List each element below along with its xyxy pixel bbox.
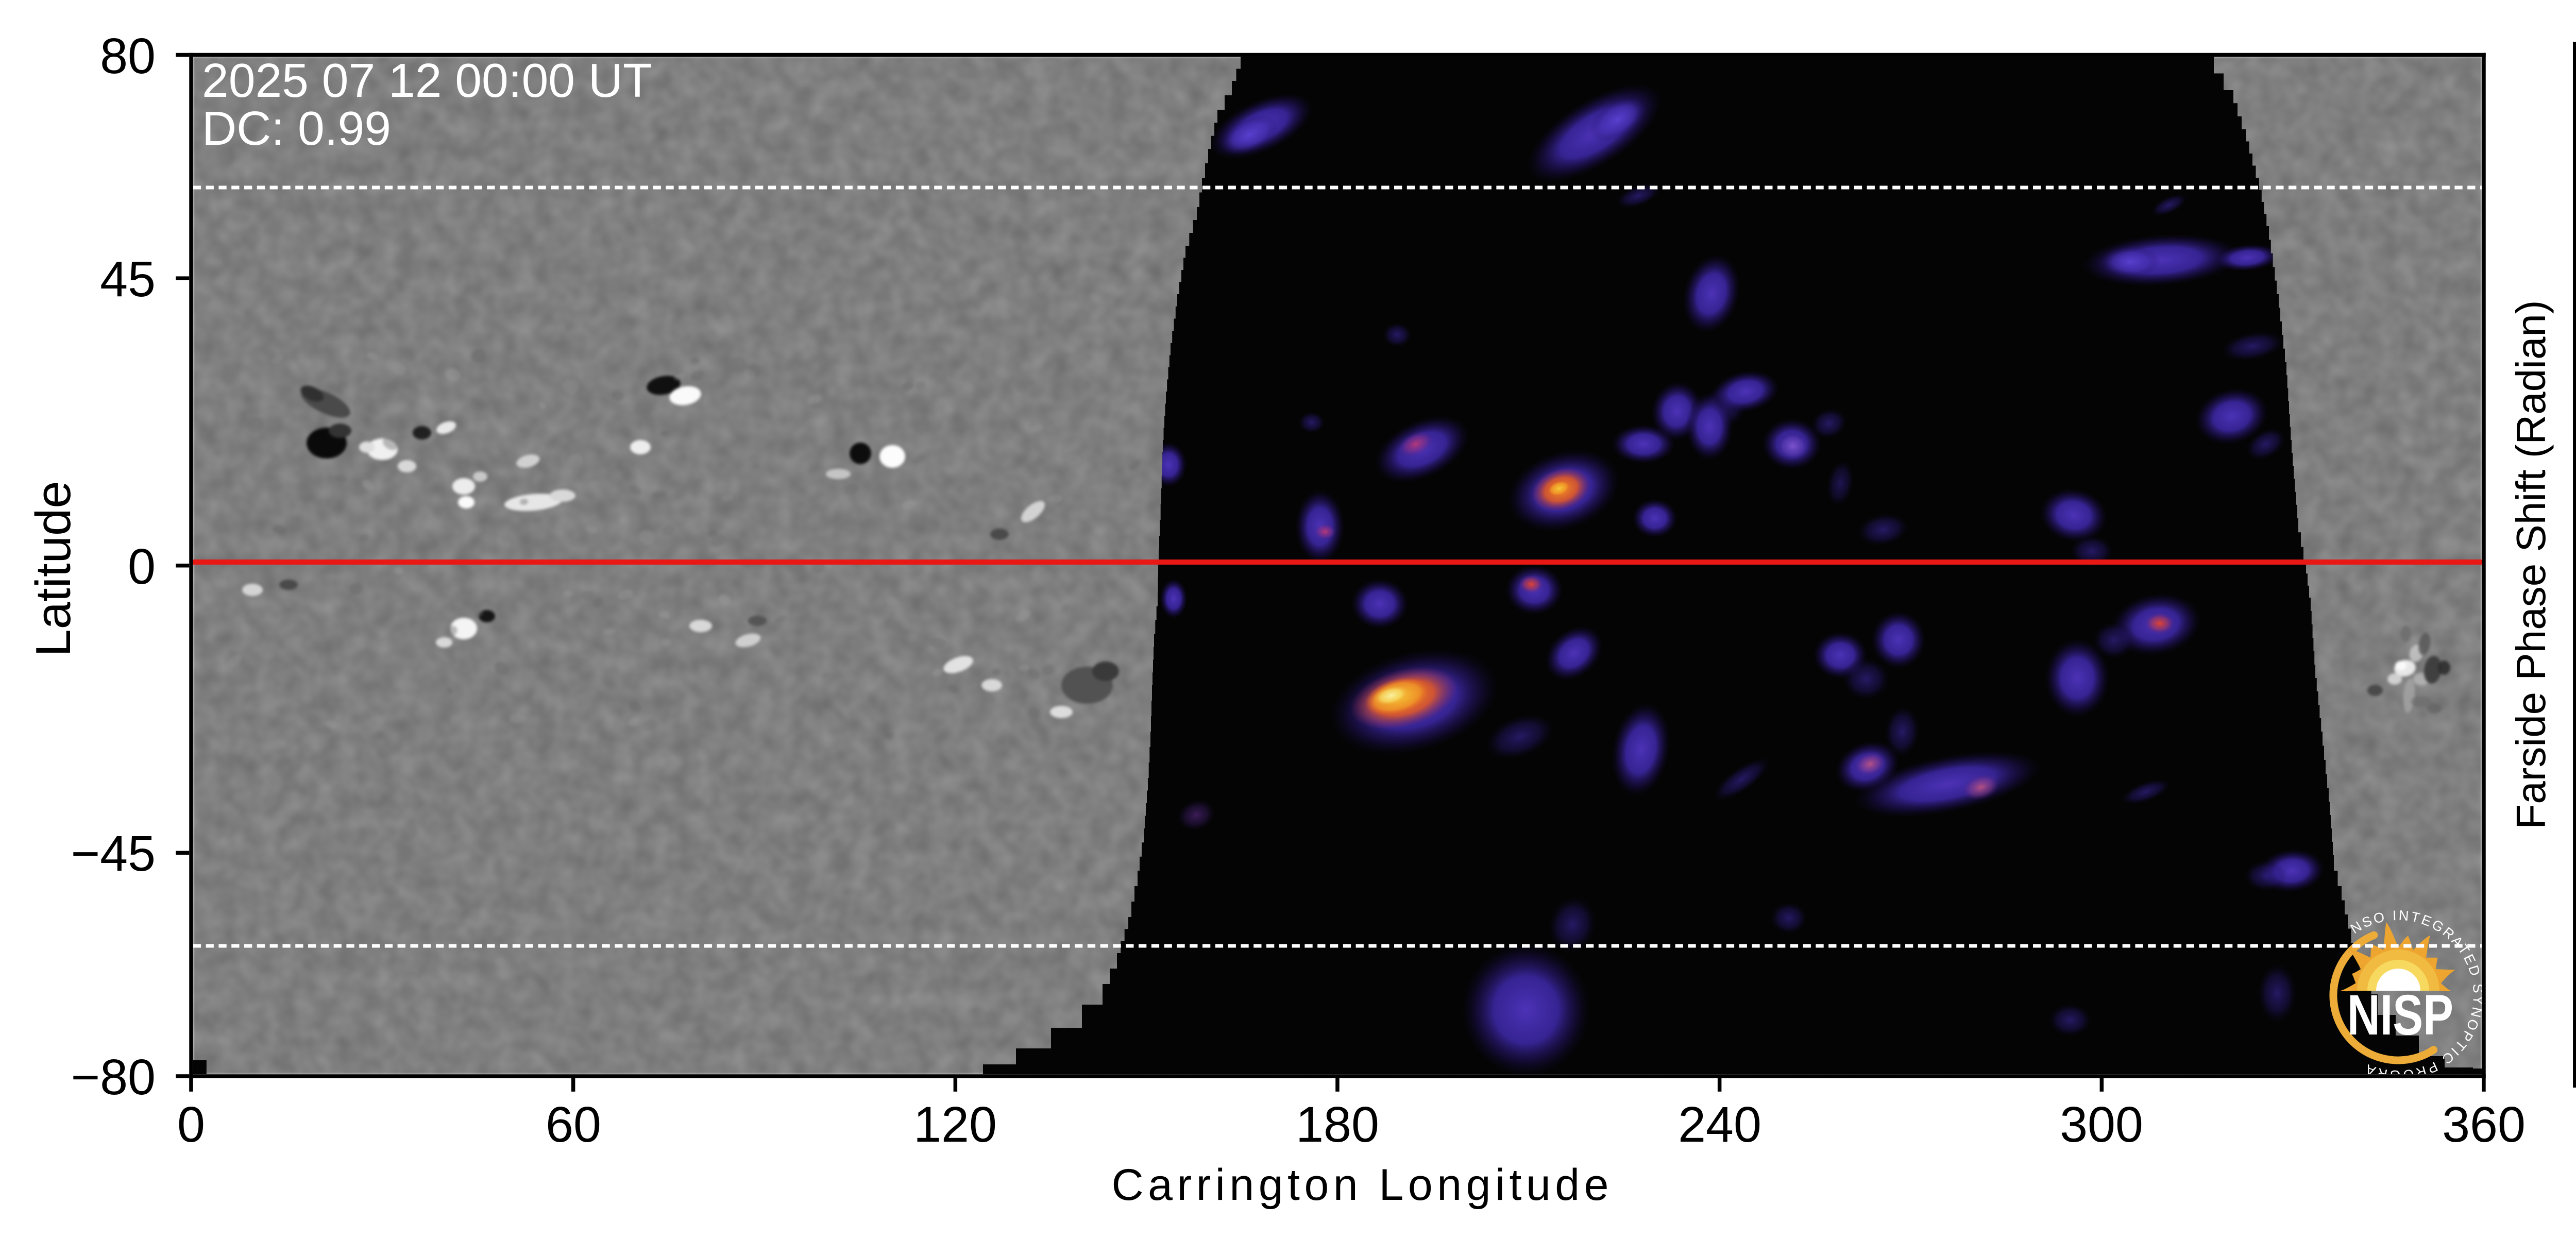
svg-text:DC: 0.99: DC: 0.99 (202, 101, 391, 155)
svg-text:−45: −45 (71, 825, 156, 881)
svg-text:45: 45 (100, 251, 156, 307)
svg-text:NISP: NISP (2347, 983, 2453, 1047)
svg-text:−80: −80 (71, 1049, 156, 1105)
svg-text:300: 300 (2060, 1096, 2143, 1152)
svg-text:Farside Phase Shift (Radian): Farside Phase Shift (Radian) (2508, 300, 2554, 829)
svg-text:180: 180 (1296, 1096, 1379, 1152)
svg-text:80: 80 (100, 28, 156, 84)
svg-text:Latitude: Latitude (26, 481, 81, 657)
svg-text:240: 240 (1678, 1096, 1761, 1152)
svg-text:360: 360 (2442, 1096, 2526, 1152)
svg-text:60: 60 (546, 1096, 601, 1152)
svg-text:120: 120 (913, 1096, 997, 1152)
svg-text:0: 0 (128, 538, 156, 595)
svg-text:0: 0 (177, 1096, 205, 1152)
svg-text:2025 07 12 00:00 UT: 2025 07 12 00:00 UT (202, 54, 652, 107)
